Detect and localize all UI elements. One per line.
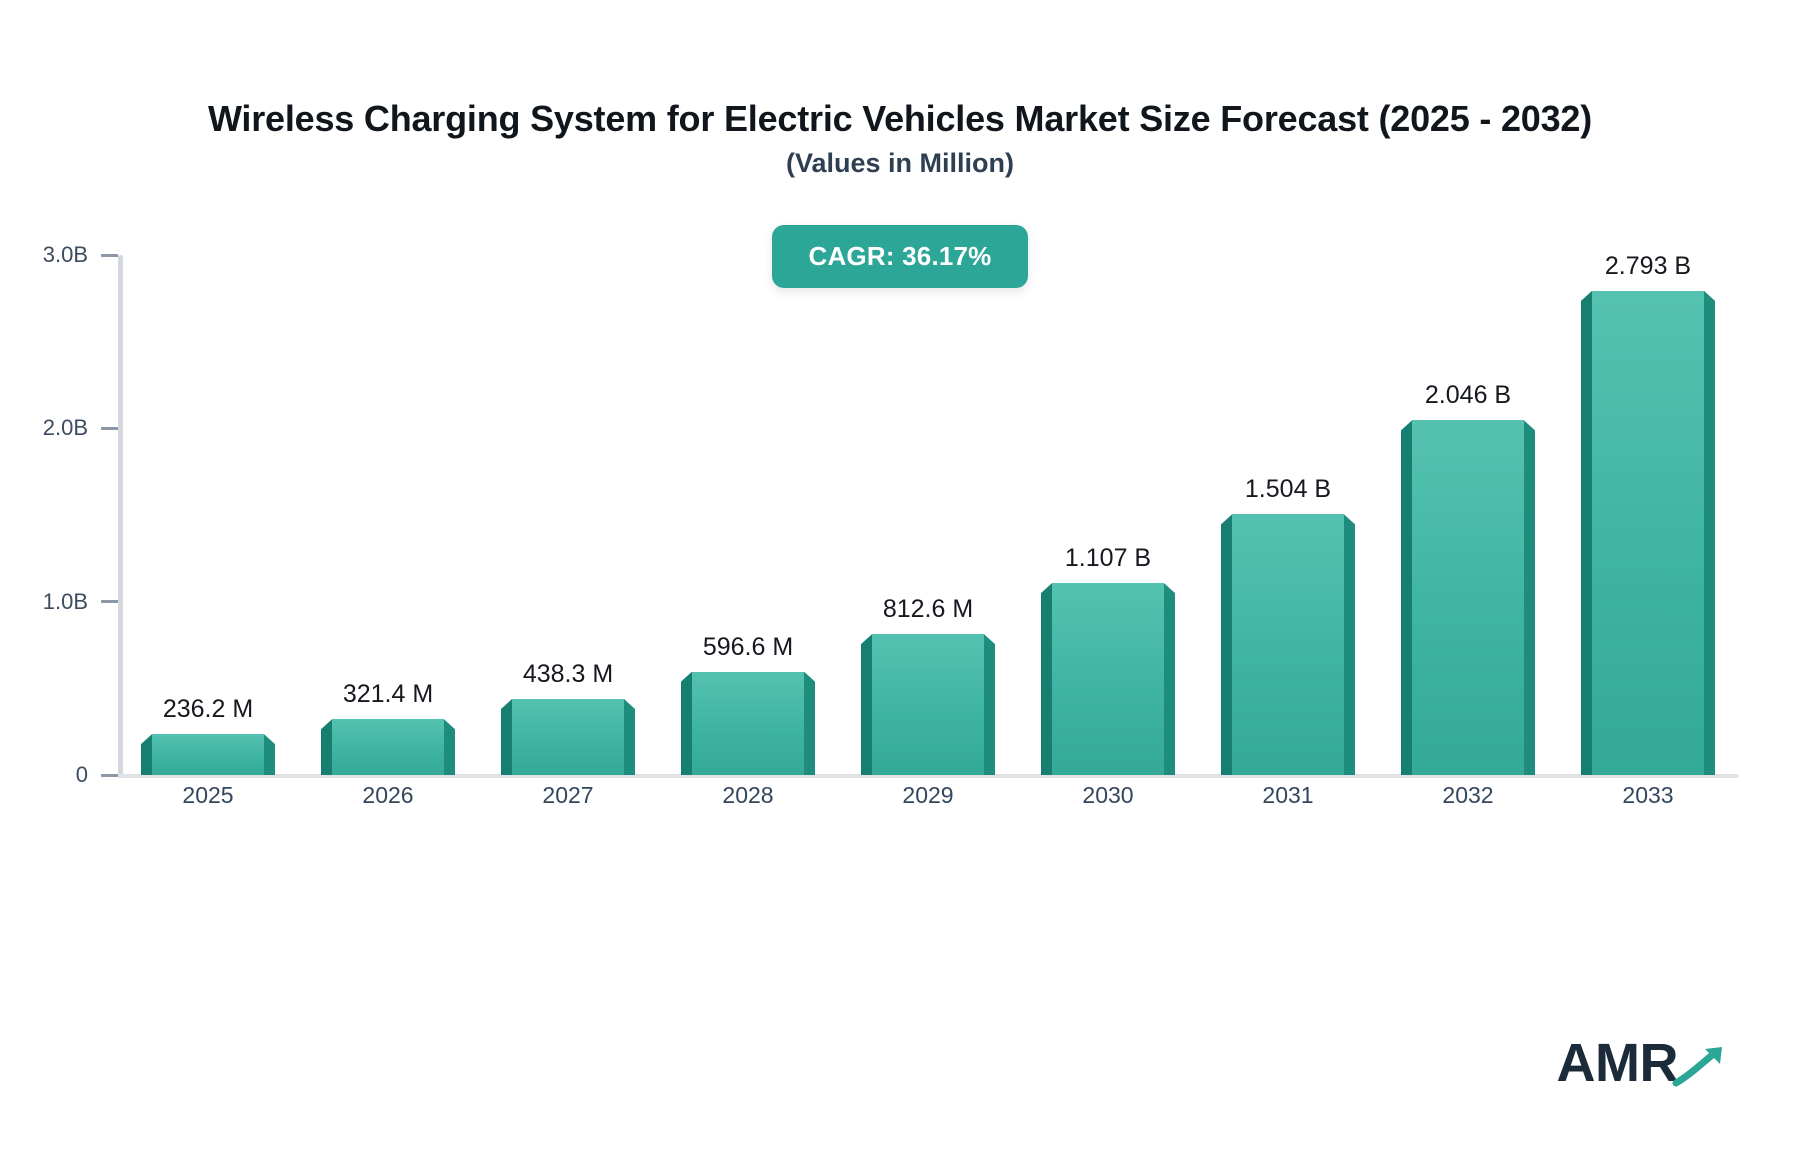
bar-slot: 321.4 M [300, 255, 476, 775]
bar-value-label: 812.6 M [882, 595, 974, 624]
x-axis-label: 2030 [1082, 782, 1134, 808]
bar-slot: 1.504 B [1200, 255, 1376, 775]
y-axis-tick: 3.0B [43, 242, 118, 268]
bar-side-right [1344, 514, 1355, 775]
x-axis-label: 2027 [542, 782, 594, 808]
bar-side-right [1704, 290, 1715, 775]
bar-front-face [512, 699, 624, 775]
arrow-up-right-icon [1672, 1043, 1730, 1094]
bar-slot: 2.793 B [1560, 252, 1736, 775]
bar-side-left [1401, 420, 1412, 775]
y-axis-tick-label: 1.0B [42, 588, 88, 614]
bar-front-face [692, 671, 804, 775]
bar-front-face [1052, 583, 1164, 775]
y-axis-tick-mark [101, 426, 118, 430]
page-title: Wireless Charging System for Electric Ve… [207, 98, 1593, 139]
bar[interactable]: 236.2 M [141, 695, 275, 775]
y-axis-tick: 1.0B [43, 589, 118, 615]
bar-value-label: 596.6 M [702, 632, 794, 661]
x-axis-label: 2033 [1622, 782, 1674, 808]
bar-value-label: 321.4 M [342, 680, 434, 709]
amr-logo: AMR [1557, 1032, 1730, 1094]
page-subtitle: (Values in Million) [785, 148, 1015, 178]
bar-side-left [501, 699, 512, 775]
y-axis-tick-label: 0 [75, 762, 88, 787]
bar[interactable]: 1.504 B [1221, 475, 1355, 775]
x-axis-label: 2028 [722, 782, 774, 808]
bar-side-left [141, 734, 152, 775]
bar-slot: 438.3 M [480, 255, 656, 775]
bar-side-right [624, 699, 635, 775]
bar-value-label: 438.3 M [522, 660, 614, 689]
bar-slot: 1.107 B [1020, 255, 1196, 775]
bar-side-left [681, 671, 692, 775]
x-axis-labels: 2025 2026 2027 2028 2029 2030 2031 2032 2033 [118, 782, 1738, 809]
logo-text: AMR [1556, 1033, 1679, 1093]
bar-slot: 236.2 M [120, 255, 296, 775]
bar-side-right [804, 671, 815, 775]
x-axis-label: 2029 [902, 782, 954, 808]
x-axis-label: 2031 [1262, 782, 1314, 808]
y-axis-tick: 0 [76, 762, 118, 788]
x-axis-label: 2032 [1442, 782, 1494, 808]
y-axis-tick-mark [101, 600, 118, 604]
bar-front-face [872, 634, 984, 775]
bar-side-right [1524, 420, 1535, 775]
bar-slot: 596.6 M [660, 255, 836, 775]
bar-value-label: 2.046 B [1424, 381, 1512, 410]
bar-side-left [1581, 290, 1592, 775]
bar-side-right [984, 634, 995, 775]
bar[interactable]: 1.107 B [1041, 544, 1175, 775]
bar-value-label: 1.504 B [1244, 475, 1332, 504]
bar-value-label: 2.793 B [1604, 251, 1692, 280]
bar-value-label: 236.2 M [162, 695, 254, 724]
bar[interactable]: 2.793 B [1581, 252, 1715, 775]
y-axis-tick-label: 2.0B [42, 415, 88, 441]
bar-front-face [1412, 420, 1524, 775]
bar[interactable]: 321.4 M [321, 680, 455, 775]
bar-side-left [861, 634, 872, 775]
bar-front-face [1592, 290, 1704, 775]
status-badge: CAGR: 36.17% [772, 225, 1028, 288]
x-axis-label: 2025 [182, 782, 234, 808]
y-axis-tick-mark [101, 773, 118, 777]
bar-slot: 2.046 B [1380, 255, 1556, 775]
x-axis-line [118, 774, 1738, 778]
bar[interactable]: 2.046 B [1401, 381, 1535, 775]
bar-side-left [321, 719, 332, 775]
y-axis-tick-label: 3.0B [42, 242, 88, 267]
bar[interactable]: 438.3 M [501, 660, 635, 775]
y-axis-tick-mark [101, 253, 118, 257]
bar[interactable]: 596.6 M [681, 633, 815, 775]
bar-side-left [1041, 583, 1052, 775]
cagr-badge-container: CAGR: 36.17% [0, 225, 1800, 288]
bar-front-face [1232, 514, 1344, 775]
plot-area: 0 1.0B 2.0B 3.0B 236.2 M 321.4 M 438.3 M 596.6… [43, 242, 1738, 787]
y-axis-line [118, 255, 123, 775]
bar-side-right [1164, 583, 1175, 775]
bar[interactable]: 812.6 M [861, 595, 995, 775]
bar-value-label: 1.107 B [1064, 544, 1152, 573]
bar-series: 236.2 M 321.4 M 438.3 M 596.6 M 812.6 M 1.107… [118, 252, 1738, 775]
bar-front-face [332, 719, 444, 775]
bar-side-right [264, 734, 275, 775]
bar-front-face [152, 734, 264, 775]
bar-side-left [1221, 514, 1232, 775]
x-axis-label: 2026 [362, 782, 414, 808]
bar-slot: 812.6 M [840, 255, 1016, 775]
y-axis-tick: 2.0B [43, 415, 118, 441]
bar-side-right [444, 719, 455, 775]
